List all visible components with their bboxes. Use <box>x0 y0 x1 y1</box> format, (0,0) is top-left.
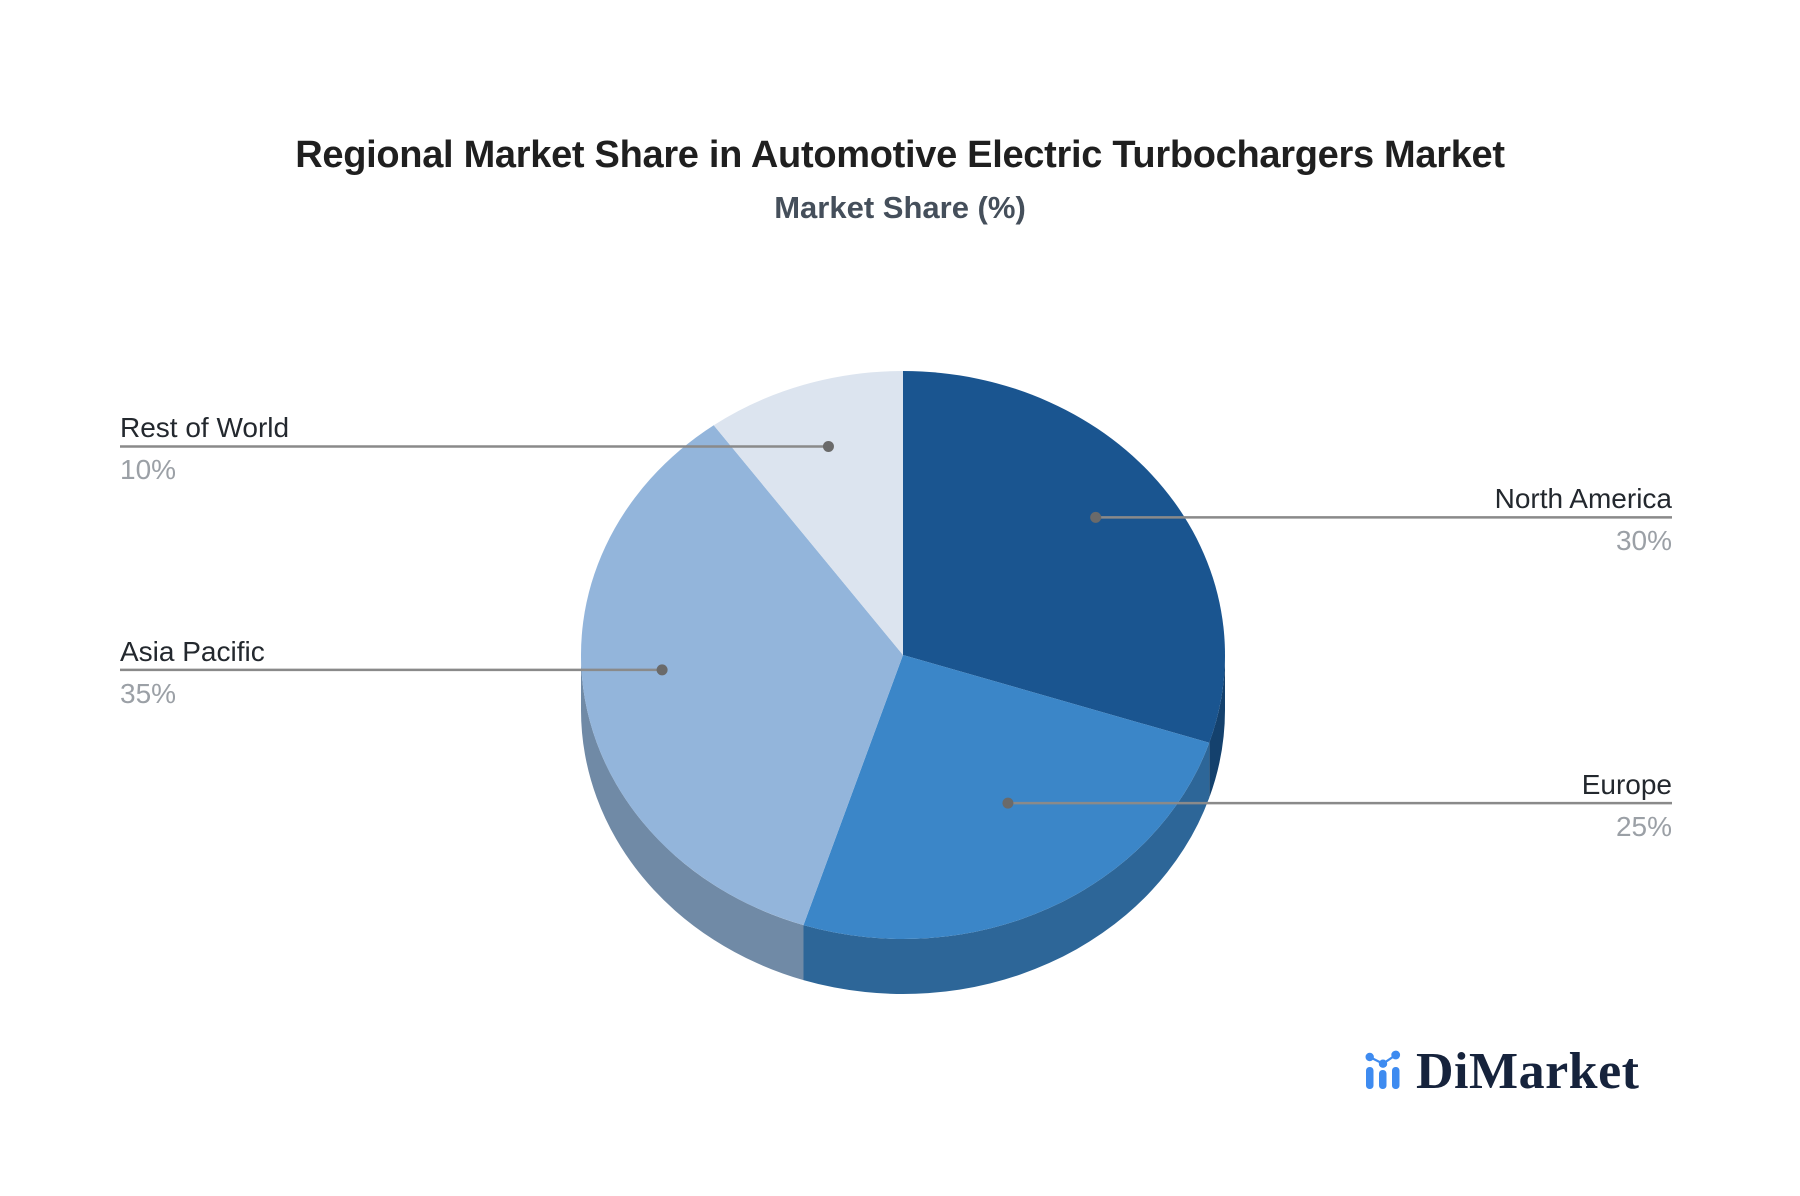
pie-slice-rest-of-world[interactable] <box>713 371 903 655</box>
dimarket-logo-text: DiMarket <box>1416 1043 1640 1100</box>
pie-slice-side <box>581 655 804 981</box>
chart-subtitle: Market Share (%) <box>774 190 1026 225</box>
pie-slice-side <box>803 742 1210 994</box>
leader-dot <box>1090 511 1102 523</box>
callout-asia-pacific: Asia Pacific 35% <box>120 635 680 710</box>
pie-slice-north-america[interactable] <box>903 371 1225 743</box>
bar-line-chart-icon <box>1365 1050 1401 1089</box>
callout-label: Asia Pacific <box>120 635 265 667</box>
callout-label: North America <box>1494 483 1672 515</box>
leader-dot <box>822 440 834 452</box>
pie-slice-europe[interactable] <box>803 655 1210 939</box>
pie-slice-asia-pacific[interactable] <box>581 425 903 926</box>
callout-percent: 35% <box>120 677 177 709</box>
leader-dot <box>1002 797 1014 809</box>
callout-north-america: North America 30% <box>1112 482 1672 557</box>
callout-rest-of-world: Rest of World 10% <box>120 411 680 486</box>
callout-label: Europe <box>1581 769 1672 801</box>
callout-europe: Europe 25% <box>1112 768 1672 843</box>
callout-percent: 30% <box>1615 525 1672 557</box>
pie-slice-side <box>1209 655 1225 798</box>
leader-dot <box>656 664 668 676</box>
callout-percent: 25% <box>1615 811 1672 843</box>
chart-title: Regional Market Share in Automotive Elec… <box>295 134 1505 176</box>
dimarket-logo: DiMarket <box>1362 1042 1639 1101</box>
callout-percent: 10% <box>120 454 177 486</box>
callout-label: Rest of World <box>120 412 290 444</box>
